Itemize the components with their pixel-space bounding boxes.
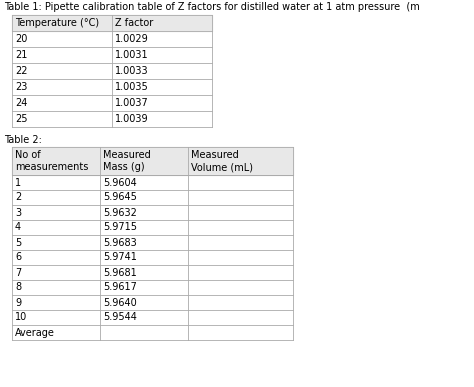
Text: 24: 24 [15, 98, 27, 108]
Text: 1: 1 [15, 178, 21, 187]
Text: 21: 21 [15, 50, 27, 60]
Text: 7: 7 [15, 267, 21, 277]
Text: Measured
Mass (g): Measured Mass (g) [103, 150, 151, 172]
Text: 5.9617: 5.9617 [103, 283, 137, 293]
Text: Z factor: Z factor [115, 18, 153, 28]
Text: 4: 4 [15, 223, 21, 233]
Text: 5: 5 [15, 238, 21, 248]
Text: 2: 2 [15, 192, 21, 202]
Text: 8: 8 [15, 283, 21, 293]
Text: 1.0037: 1.0037 [115, 98, 149, 108]
Text: 5.9640: 5.9640 [103, 298, 137, 308]
Text: 1.0035: 1.0035 [115, 82, 149, 92]
Text: Average: Average [15, 327, 55, 337]
Text: 9: 9 [15, 298, 21, 308]
Text: 5.9645: 5.9645 [103, 192, 137, 202]
Text: 6: 6 [15, 252, 21, 262]
Text: 5.9741: 5.9741 [103, 252, 137, 262]
Text: 1.0039: 1.0039 [115, 114, 149, 124]
Text: 25: 25 [15, 114, 27, 124]
Text: Temperature (°C): Temperature (°C) [15, 18, 99, 28]
Text: 5.9544: 5.9544 [103, 312, 137, 322]
Text: 5.9715: 5.9715 [103, 223, 137, 233]
Text: No of
measurements: No of measurements [15, 150, 88, 172]
Text: 20: 20 [15, 34, 27, 44]
Text: 5.9683: 5.9683 [103, 238, 137, 248]
Text: 5.9632: 5.9632 [103, 207, 137, 217]
Text: 5.9604: 5.9604 [103, 178, 137, 187]
Text: Measured
Volume (mL): Measured Volume (mL) [191, 150, 253, 172]
Text: Table 2:: Table 2: [4, 135, 42, 145]
Text: Table 1: Pipette calibration table of Z factors for distilled water at 1 atm pre: Table 1: Pipette calibration table of Z … [4, 2, 420, 12]
Text: 1.0033: 1.0033 [115, 66, 149, 76]
Text: 23: 23 [15, 82, 27, 92]
Text: 3: 3 [15, 207, 21, 217]
Text: 10: 10 [15, 312, 27, 322]
Text: 1.0029: 1.0029 [115, 34, 149, 44]
Text: 5.9681: 5.9681 [103, 267, 137, 277]
Text: 22: 22 [15, 66, 27, 76]
Text: 1.0031: 1.0031 [115, 50, 149, 60]
